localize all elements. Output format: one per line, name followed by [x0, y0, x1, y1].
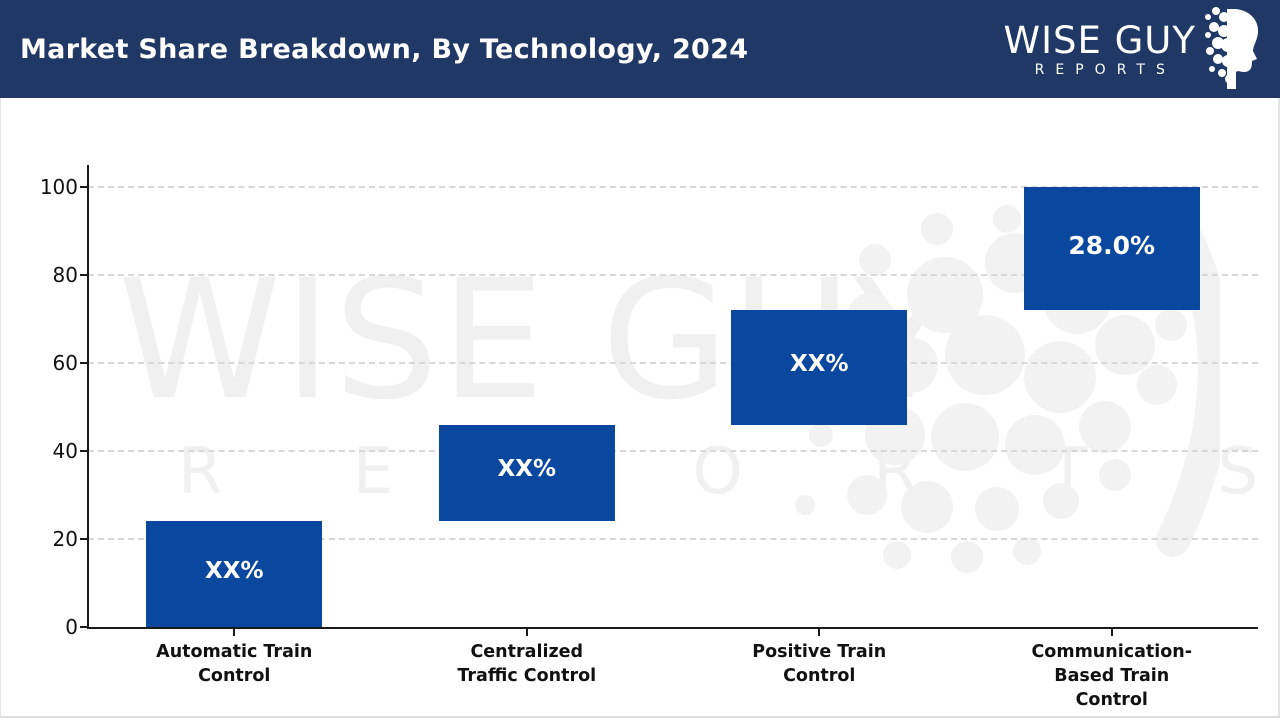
x-axis-category-label: Centralized Traffic Control [412, 640, 642, 688]
bottom-divider [0, 716, 1280, 718]
x-axis-category-line: Control [198, 666, 271, 686]
y-axis-tick [80, 186, 88, 188]
x-axis-category-label: Communication- Based Train Control [997, 640, 1227, 712]
brand-logo-primary-label: WISE GUY [1003, 18, 1196, 62]
x-axis-line [87, 627, 1258, 629]
bar-value-label: XX% [497, 456, 556, 483]
y-axis-tick-label: 40 [52, 439, 78, 463]
x-axis-tick [1110, 629, 1113, 636]
bar-0 [146, 521, 323, 627]
gridline-y-100 [88, 186, 1258, 188]
bar-2 [731, 310, 908, 425]
x-axis-category-label: Positive Train Control [704, 640, 934, 688]
y-axis-tick-label: 100 [39, 175, 78, 199]
x-axis-tick [233, 629, 236, 636]
brand-logo-secondary-label: REPORTS [1034, 61, 1176, 78]
y-axis-tick-label: 20 [52, 527, 78, 551]
y-axis-line [87, 165, 89, 629]
bar-value-label: XX% [204, 557, 264, 584]
page-title: Market Share Breakdown, By Technology, 2… [20, 33, 749, 65]
bar-1 [438, 424, 615, 522]
gridline-y-40 [88, 450, 1258, 452]
x-axis-category-line: Control [1075, 690, 1148, 710]
y-axis-tick-label: 60 [52, 351, 78, 375]
x-axis-tick [525, 629, 528, 636]
brand-face-icon [1200, 5, 1262, 93]
right-border [1278, 98, 1280, 716]
left-border [0, 98, 1, 716]
y-axis-tick [80, 450, 88, 452]
x-axis-category-line: Positive Train [752, 642, 887, 662]
gridline-y-20 [88, 538, 1258, 540]
y-axis-tick [80, 626, 88, 628]
x-axis-tick [818, 629, 821, 636]
x-axis-category-line: Based Train [1054, 666, 1170, 686]
y-axis-tick-label: 0 [65, 615, 78, 639]
header-bar: Market Share Breakdown, By Technology, 2… [0, 0, 1280, 98]
x-axis-category-line: Centralized [470, 642, 584, 662]
x-axis-category-line: Automatic Train [156, 642, 313, 662]
y-axis-tick [80, 538, 88, 540]
bar-value-label: 28.0% [1068, 230, 1156, 260]
gridline-y-60 [88, 362, 1258, 364]
x-axis-category-label: Automatic Train Control [119, 640, 349, 688]
y-axis-tick-label: 80 [52, 263, 78, 287]
gridline-y-80 [88, 274, 1258, 276]
bar-3 [1023, 187, 1200, 311]
bar-value-label: XX% [789, 350, 849, 377]
x-axis-category-line: Communication- [1031, 642, 1193, 662]
x-axis-category-line: Traffic Control [457, 666, 597, 686]
x-axis-category-line: Control [783, 666, 856, 686]
brand-logo-text: WISE GUY REPORTS [1003, 18, 1196, 78]
y-axis-tick [80, 274, 88, 276]
y-axis-tick [80, 362, 88, 364]
brand-logo: WISE GUY REPORTS [1004, 5, 1262, 93]
